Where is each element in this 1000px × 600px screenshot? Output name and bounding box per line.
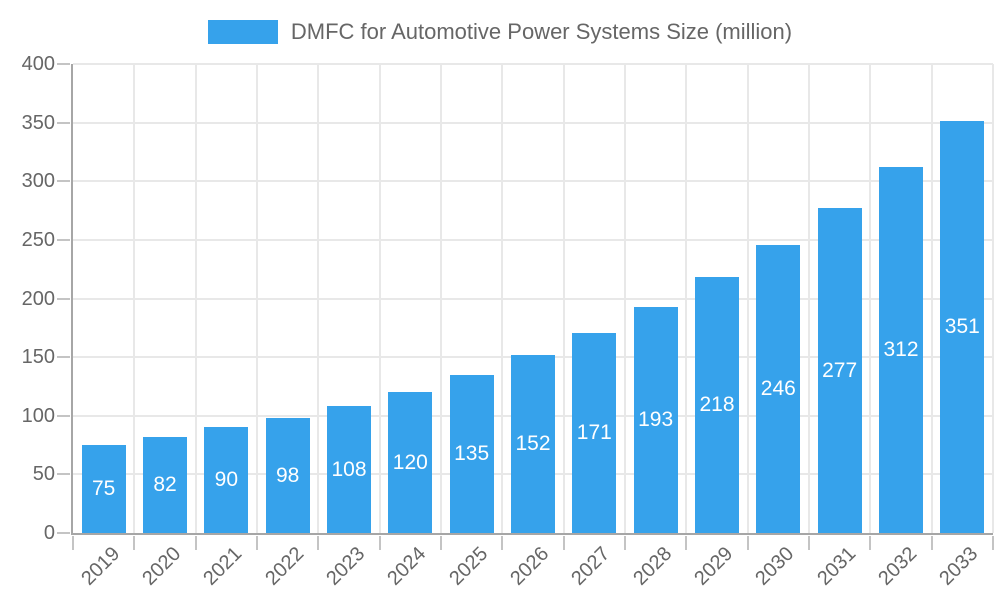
legend-label: DMFC for Automotive Power Systems Size (… [290, 19, 793, 44]
bar-2026[interactable]: 152 [511, 354, 555, 533]
bar-2022[interactable]: 98 [265, 418, 310, 533]
y-axis-tick-label: 0 [43, 522, 55, 544]
bar-value-label: 75 [91, 477, 116, 501]
y-axis-tick-label: 300 [21, 170, 55, 193]
y-axis-tick-label: 150 [21, 346, 55, 369]
bar-2031[interactable]: 277 [817, 208, 862, 533]
bar-value-label: 108 [331, 457, 367, 481]
x-axis-tick-mark [72, 536, 74, 550]
vertical-gridline [930, 64, 933, 533]
bar-value-label: 351 [944, 315, 980, 339]
bar-value-label: 193 [638, 407, 674, 431]
y-axis-tick-label: 100 [21, 404, 55, 427]
y-axis-tick-label: 50 [32, 463, 55, 486]
vertical-gridline [501, 64, 504, 533]
vertical-gridline [562, 64, 565, 533]
bar-value-label: 135 [454, 441, 490, 465]
x-axis-tick-mark [808, 536, 810, 550]
x-axis-tick-mark [992, 536, 994, 550]
horizontal-gridline [73, 121, 993, 124]
y-axis-tick-label: 350 [21, 111, 55, 134]
x-axis-tick-mark [133, 536, 136, 550]
y-axis-tick-label: 250 [21, 228, 55, 251]
x-axis-tick-mark [194, 536, 197, 550]
bar-2029[interactable]: 218 [695, 277, 739, 533]
bar-2023[interactable]: 108 [327, 406, 371, 533]
legend[interactable]: DMFC for Automotive Power Systems Size (… [0, 17, 1000, 47]
bar-value-label: 312 [883, 338, 919, 362]
bar-value-label: 90 [214, 468, 238, 492]
y-axis-tick-mark [57, 473, 70, 476]
bar-value-label: 120 [392, 450, 428, 474]
y-axis-tick-label: 200 [21, 287, 55, 310]
x-axis-tick-mark [256, 536, 258, 550]
bar-2032[interactable]: 312 [879, 167, 923, 533]
horizontal-gridline [73, 238, 993, 241]
bar-2025[interactable]: 135 [449, 374, 494, 533]
x-axis-tick-mark [317, 536, 320, 550]
vertical-gridline [992, 64, 994, 533]
y-axis-tick-mark [57, 63, 70, 65]
vertical-gridline [685, 64, 688, 533]
vertical-gridline [194, 64, 197, 533]
bar-2024[interactable]: 120 [388, 392, 433, 533]
x-axis-tick-mark [624, 536, 626, 550]
y-axis-tick-mark [57, 238, 70, 241]
bar-2028[interactable]: 193 [633, 306, 678, 533]
x-axis-tick-mark [685, 536, 688, 550]
bar-value-label: 218 [699, 393, 735, 417]
y-axis-tick-mark [57, 121, 70, 124]
x-axis-tick-mark [869, 536, 872, 550]
x-axis-tick-label: 2019 [76, 542, 124, 590]
bar-2020[interactable]: 82 [143, 436, 187, 533]
legend-swatch [207, 20, 278, 44]
horizontal-gridline [73, 297, 993, 300]
vertical-gridline [869, 64, 872, 533]
bar-2027[interactable]: 171 [572, 332, 617, 533]
vertical-gridline [133, 64, 136, 533]
y-axis-tick-label: 400 [21, 53, 55, 75]
bar-2021[interactable]: 90 [204, 427, 249, 533]
x-axis-tick-mark [746, 536, 749, 550]
y-axis-tick-mark [57, 297, 70, 300]
y-axis-tick-mark [57, 180, 70, 183]
x-axis-tick-mark [562, 536, 565, 550]
bar-2019[interactable]: 75 [81, 445, 126, 533]
vertical-gridline [440, 64, 442, 533]
vertical-gridline [378, 64, 381, 533]
horizontal-gridline [73, 180, 993, 183]
bar-value-label: 246 [760, 376, 796, 400]
x-axis-tick-mark [440, 536, 442, 550]
y-axis-tick-mark [57, 414, 70, 417]
y-axis-tick-mark [57, 356, 70, 359]
vertical-gridline [624, 64, 626, 533]
horizontal-gridline [73, 63, 993, 65]
x-axis-line [71, 533, 993, 535]
x-axis-tick-mark [930, 536, 933, 550]
bar-value-label: 277 [822, 358, 858, 382]
x-axis-tick-mark [378, 536, 381, 550]
y-axis-tick-mark [57, 532, 70, 534]
y-axis-line [71, 64, 73, 535]
vertical-gridline [256, 64, 258, 533]
vertical-gridline [808, 64, 810, 533]
bar-2030[interactable]: 246 [756, 244, 801, 533]
bar-value-label: 171 [576, 420, 612, 444]
bar-2033[interactable]: 351 [940, 121, 985, 533]
bar-value-label: 98 [275, 463, 300, 487]
vertical-gridline [317, 64, 320, 533]
bar-value-label: 152 [515, 431, 551, 455]
bar-value-label: 82 [153, 472, 177, 496]
vertical-gridline [746, 64, 749, 533]
x-axis-tick-mark [501, 536, 504, 550]
